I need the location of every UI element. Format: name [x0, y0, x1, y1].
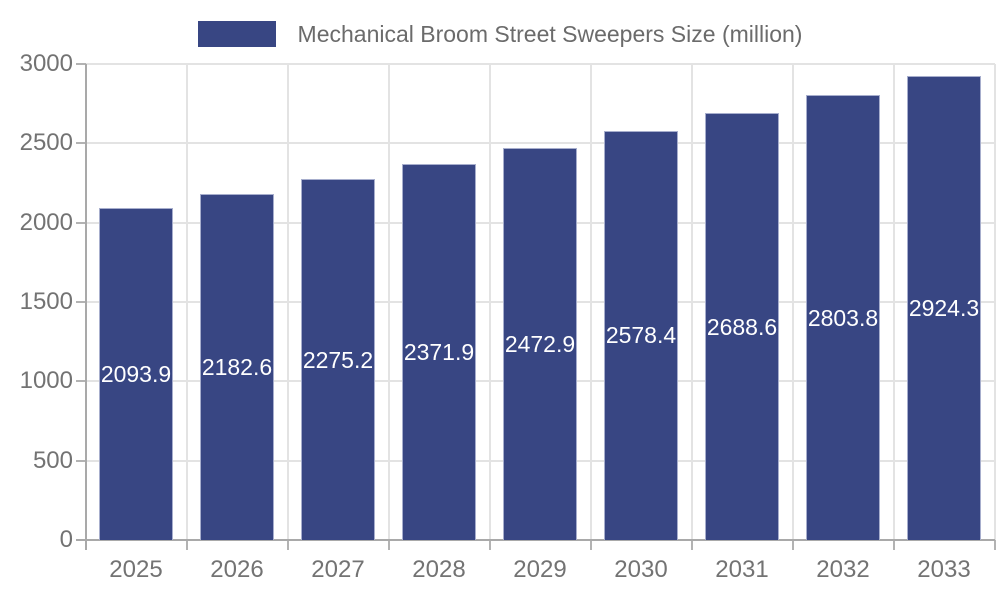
y-axis-tick — [75, 301, 86, 303]
x-axis-tick-label: 2025 — [109, 556, 163, 583]
x-axis-tick — [892, 540, 895, 550]
x-axis-tick — [993, 540, 996, 550]
y-axis-tick-label: 2000 — [19, 208, 73, 236]
x-gridline — [488, 64, 491, 540]
bar-value-label: 2093.9 — [100, 360, 172, 387]
x-gridline — [387, 64, 390, 540]
x-axis-tick — [286, 540, 289, 550]
bar-2025 — [99, 207, 173, 540]
y-axis-tick — [75, 459, 86, 462]
y-axis-tick-label: 500 — [32, 446, 73, 474]
y-axis-tick — [75, 142, 86, 145]
y-axis-tick-label: 1500 — [19, 288, 73, 315]
x-axis-line — [75, 539, 995, 541]
y-axis-tick-label: 2500 — [19, 129, 73, 157]
x-gridline — [185, 64, 188, 540]
bar-value-label: 2924.3 — [908, 295, 980, 321]
x-axis-tick — [488, 540, 491, 550]
legend-label: Mechanical Broom Street Sweepers Size (m… — [297, 21, 803, 47]
y-gridline — [85, 63, 995, 65]
x-gridline — [286, 64, 289, 540]
x-gridline — [993, 64, 996, 540]
bar-2026 — [200, 193, 274, 540]
y-axis-tick-label: 3000 — [19, 50, 73, 77]
x-axis-tick-label: 2028 — [412, 556, 466, 583]
bar-value-label: 2803.8 — [807, 304, 879, 331]
x-gridline — [892, 64, 895, 540]
x-axis-tick-label: 2026 — [210, 556, 264, 583]
y-axis-tick — [75, 221, 86, 224]
x-axis-tick — [589, 540, 592, 550]
bar-2028 — [402, 163, 476, 540]
x-gridline — [791, 64, 794, 540]
bar-value-label: 2371.9 — [403, 338, 475, 365]
x-axis-tick — [690, 540, 693, 550]
bar-value-label: 2578.4 — [605, 322, 677, 349]
bar-2033 — [907, 76, 981, 540]
bar-value-label: 2688.6 — [706, 313, 778, 340]
x-axis-tick-label: 2031 — [715, 556, 769, 583]
y-axis-tick-label: 0 — [59, 526, 73, 553]
bar-value-label: 2472.9 — [504, 330, 576, 357]
x-axis-tick-label: 2030 — [614, 556, 668, 583]
bar-2032 — [806, 95, 880, 540]
x-gridline — [690, 64, 693, 540]
y-axis-tick — [75, 63, 86, 65]
x-axis-tick — [185, 540, 188, 550]
bar-2031 — [705, 113, 779, 540]
y-axis-line — [84, 64, 87, 550]
x-axis-tick-label: 2032 — [816, 556, 870, 583]
y-axis-tick-label: 1000 — [19, 367, 73, 395]
x-axis-tick — [387, 540, 390, 550]
y-gridline — [85, 142, 995, 145]
bar-2027 — [301, 179, 375, 540]
x-gridline — [589, 64, 592, 540]
x-axis-tick-label: 2027 — [311, 556, 365, 583]
x-axis-tick-label: 2033 — [917, 556, 971, 583]
legend-swatch — [197, 21, 276, 47]
x-axis-tick-label: 2029 — [513, 556, 567, 583]
y-axis-tick — [75, 380, 86, 383]
bar-value-label: 2182.6 — [201, 353, 273, 380]
bar-2030 — [604, 130, 678, 540]
bar-value-label: 2275.2 — [302, 346, 374, 373]
bar-2029 — [503, 147, 577, 540]
x-axis-tick — [791, 540, 794, 550]
legend[interactable]: Mechanical Broom Street Sweepers Size (m… — [0, 14, 1000, 54]
